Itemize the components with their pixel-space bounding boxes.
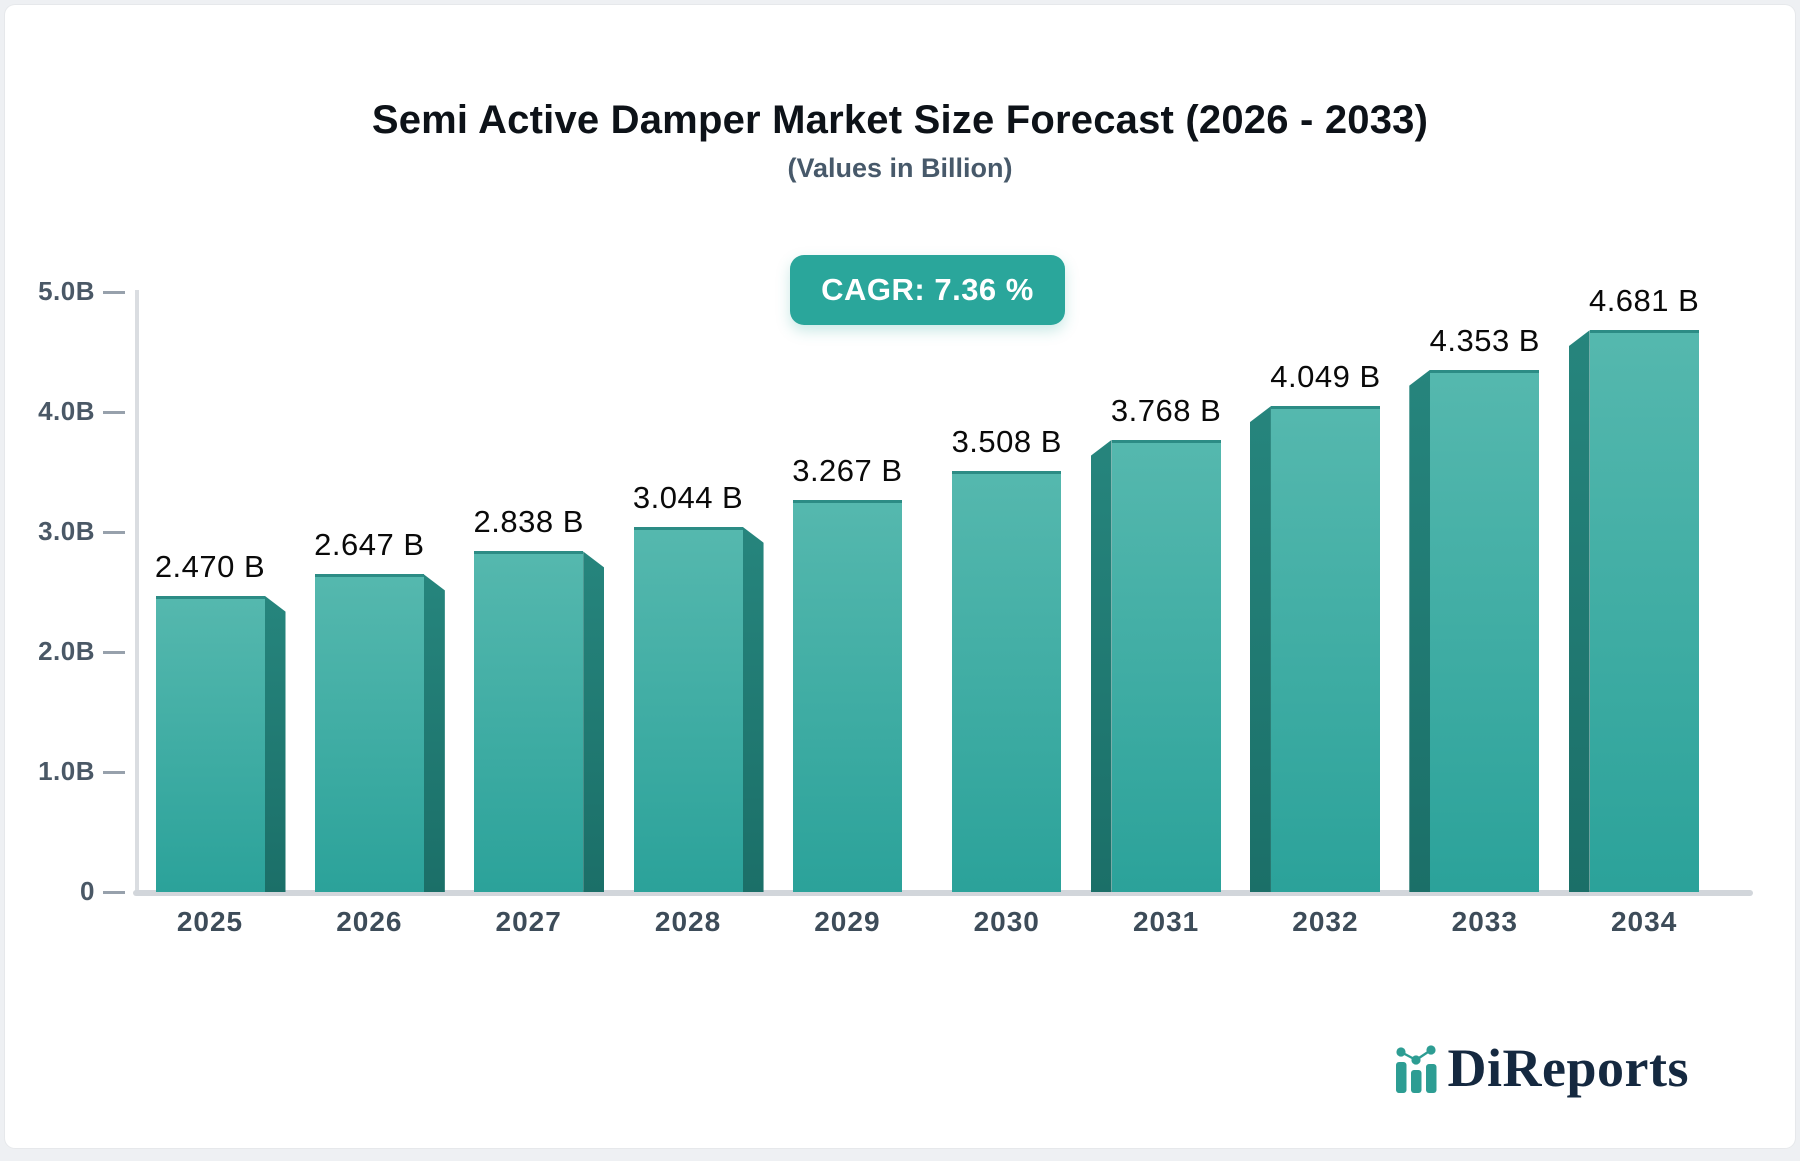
x-category-label: 2026 [336, 906, 403, 937]
y-tick-label: 3.0B [38, 516, 95, 546]
bar-2033 [1430, 369, 1540, 892]
bar-value-label: 2.647 B [314, 527, 425, 563]
y-tick-dash [103, 770, 125, 774]
x-category-label: 2031 [1132, 906, 1200, 937]
y-tick-dash [103, 650, 125, 654]
x-axis-line [133, 890, 1753, 896]
bar-value-label: 3.508 B [951, 424, 1062, 460]
x-category-label: 2025 [176, 906, 244, 937]
chart-title: Semi Active Damper Market Size Forecast … [371, 98, 1429, 142]
y-tick-label: 1.0B [38, 756, 95, 786]
y-tick-label: 0 [80, 876, 95, 906]
x-category-label: 2033 [1451, 906, 1518, 937]
y-tick-label: 4.0B [38, 396, 95, 426]
bar-2031 [1111, 439, 1221, 892]
bar-2025 [155, 595, 265, 892]
bar-value-label: 3.044 B [632, 479, 744, 515]
bar-2034 [1589, 330, 1699, 892]
cagr-badge: CAGR: 7.36 % [790, 255, 1065, 325]
bar-2026 [314, 574, 424, 892]
bar-2027 [474, 551, 584, 892]
bar-value-label: 2.470 B [154, 548, 266, 584]
bar-2032 [1270, 406, 1380, 892]
bar-value-label: 3.768 B [1110, 392, 1222, 428]
bar-side-face [264, 595, 286, 892]
x-category-label: 2027 [495, 906, 562, 937]
x-category-label: 2029 [814, 906, 881, 937]
x-category-label: 2028 [654, 906, 722, 937]
bar-2028 [633, 526, 743, 892]
bar-side-face [583, 551, 605, 892]
bar-value-label: 4.353 B [1429, 322, 1540, 358]
bar-value-label: 4.681 B [1588, 283, 1700, 319]
chart-subtitle: (Values in Billion) [787, 153, 1013, 183]
bar-side-face [742, 526, 764, 892]
y-tick-label: 2.0B [38, 636, 95, 666]
chart-card: Semi Active Damper Market Size Forecast … [5, 5, 1795, 1148]
bar-2029 [792, 499, 902, 892]
bar-line-chart-logo-icon [1395, 1045, 1437, 1093]
direports-logo: DiReports [1395, 1037, 1689, 1099]
x-category-label: 2034 [1610, 906, 1678, 937]
y-tick-label: 5.0B [38, 276, 95, 306]
bar-chart-plot: 5.0B 4.0B 3.0B 2.0B 1.0B 0 2.470 B 2025 2.647 B… [5, 5, 1800, 1161]
logo-text: DiReports [1447, 1038, 1689, 1098]
bar-side-face [1090, 439, 1112, 892]
bar-side-face [1568, 330, 1590, 892]
bar-value-label: 4.049 B [1270, 359, 1381, 395]
bar-value-label: 2.838 B [473, 504, 584, 540]
bar-value-label: 3.267 B [792, 452, 903, 488]
y-tick-dash [103, 410, 125, 414]
bar-2030 [952, 471, 1062, 892]
bar-side-face [1409, 369, 1431, 892]
y-tick-dash [103, 890, 125, 894]
bar-side-face [1249, 406, 1271, 892]
y-tick-dash [103, 530, 125, 534]
bar-side-face [423, 574, 445, 892]
x-category-label: 2030 [973, 906, 1040, 937]
y-tick-dash [103, 290, 125, 294]
y-axis-line [135, 290, 139, 891]
x-category-label: 2032 [1292, 906, 1359, 937]
